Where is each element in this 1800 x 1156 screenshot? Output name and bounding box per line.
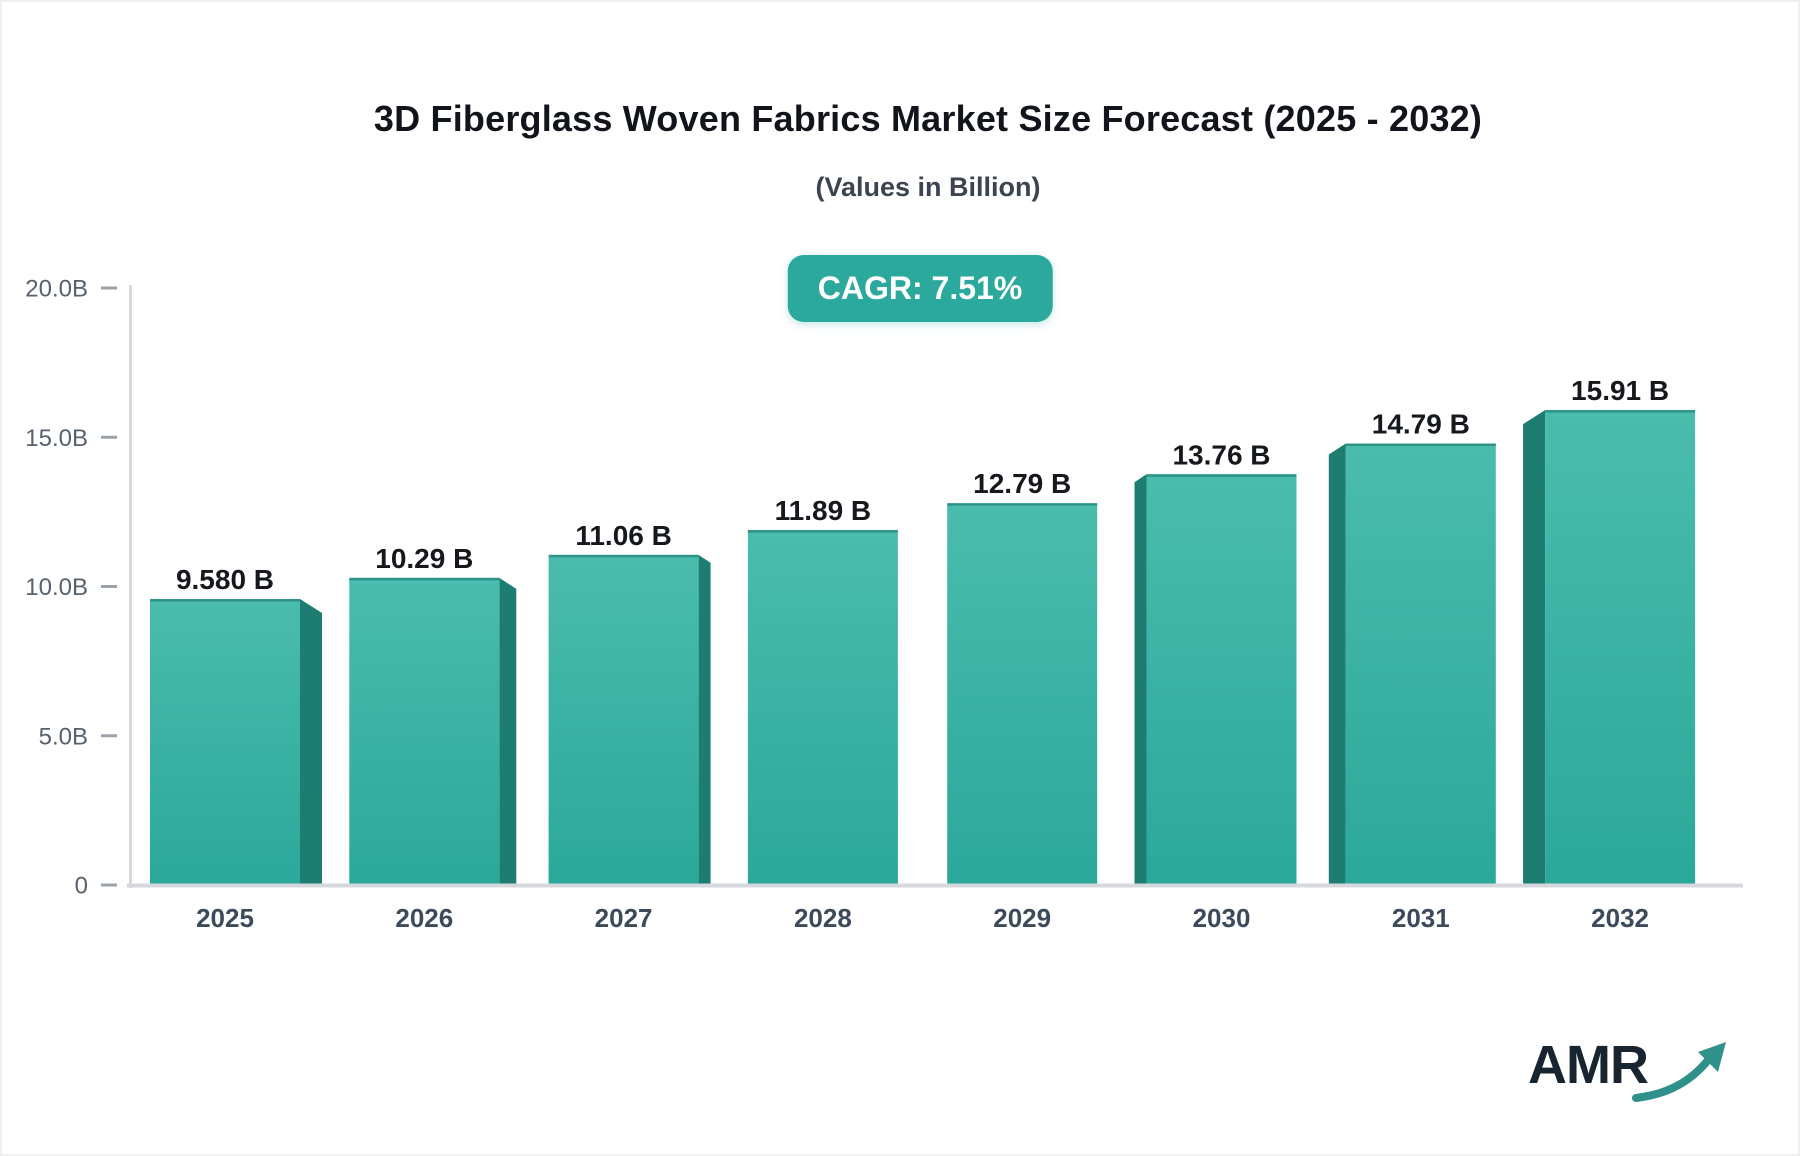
bar-value-label: 12.79 B — [973, 468, 1071, 499]
bar-group-2032: 15.91 B 2032 — [1523, 375, 1696, 933]
bar-front-face — [947, 503, 1098, 885]
bar-side-face — [300, 599, 322, 885]
bar-group-2028: 11.89 B 2028 — [747, 495, 898, 933]
y-axis-label: 0 — [75, 873, 88, 900]
x-axis-label-2025: 2025 — [196, 903, 254, 933]
bar-side-face — [1134, 474, 1147, 885]
chart-title: 3D Fiberglass Woven Fabrics Market Size … — [373, 98, 1483, 139]
chart-subtitle: (Values in Billion) — [815, 172, 1041, 202]
x-axis-label-2030: 2030 — [1193, 903, 1251, 933]
bar-value-label: 14.79 B — [1372, 409, 1470, 440]
bar-front-face — [1345, 443, 1496, 885]
y-axis-tick — [101, 435, 117, 439]
bar-group-2029: 12.79 B 2029 — [947, 468, 1098, 933]
bar-side-face — [698, 554, 711, 885]
bar-front-face — [747, 530, 898, 885]
bar-top-edge — [1545, 410, 1696, 413]
y-axis-label: 10.0B — [25, 574, 88, 601]
y-axis-label: 5.0B — [39, 723, 88, 750]
y-axis-tick — [101, 585, 117, 588]
bar-top-edge — [1345, 443, 1496, 447]
x-axis-label-2031: 2031 — [1392, 903, 1450, 933]
bar-top-edge — [548, 554, 699, 558]
bar-front-face — [150, 599, 300, 885]
bar-side-face — [1523, 410, 1546, 885]
amr-logo-text: AMR — [1528, 1035, 1649, 1095]
bar-front-face — [1545, 410, 1696, 885]
bar-group-2027: 11.06 B 2027 — [548, 520, 711, 933]
y-axis-label: 20.0B — [25, 276, 88, 303]
bar-group-2026: 10.29 B 2026 — [349, 543, 517, 933]
x-axis-line — [127, 883, 1743, 888]
y-axis-label: 15.0B — [25, 425, 88, 452]
bar-top-edge — [1146, 474, 1297, 477]
x-axis-label-2032: 2032 — [1591, 903, 1649, 933]
bar-value-label: 11.06 B — [575, 520, 672, 551]
bar-value-label: 13.76 B — [1172, 439, 1270, 470]
bar-side-face — [499, 577, 517, 885]
bar-value-label: 10.29 B — [375, 543, 473, 574]
bar-top-edge — [349, 577, 500, 581]
y-axis-tick — [101, 734, 117, 738]
x-axis-label-2027: 2027 — [595, 903, 653, 933]
x-axis-label-2026: 2026 — [395, 903, 453, 933]
bar-front-face — [548, 554, 699, 885]
bar-group-2030: 13.76 B 2030 — [1134, 439, 1297, 933]
market-size-bar-chart: 0 5.0B 10.0B 15.0B 20.0B 9.580 B 2025 10.29 B 20… — [25, 276, 1743, 933]
x-axis-label-2028: 2028 — [794, 903, 852, 933]
bar-value-label: 15.91 B — [1571, 375, 1669, 406]
x-axis-label-2029: 2029 — [993, 903, 1051, 933]
bar-top-edge — [747, 530, 898, 533]
bar-top-edge — [947, 503, 1098, 506]
bar-front-face — [349, 577, 500, 885]
y-axis-tick — [101, 286, 117, 290]
growth-arrow-icon — [1631, 1042, 1726, 1102]
y-axis-line — [129, 285, 132, 888]
bar-value-label: 11.89 B — [775, 495, 872, 526]
bar-front-face — [1146, 474, 1297, 885]
amr-logo: AMR — [1528, 1038, 1728, 1104]
bar-top-edge — [150, 599, 300, 602]
y-axis-tick — [101, 883, 117, 887]
bar-value-label: 9.580 B — [176, 564, 274, 595]
bar-group-2031: 14.79 B 2031 — [1328, 409, 1496, 933]
bar-group-2025: 9.580 B 2025 — [150, 564, 322, 933]
bar-side-face — [1328, 443, 1346, 885]
cagr-badge: CAGR: 7.51% — [787, 255, 1053, 322]
